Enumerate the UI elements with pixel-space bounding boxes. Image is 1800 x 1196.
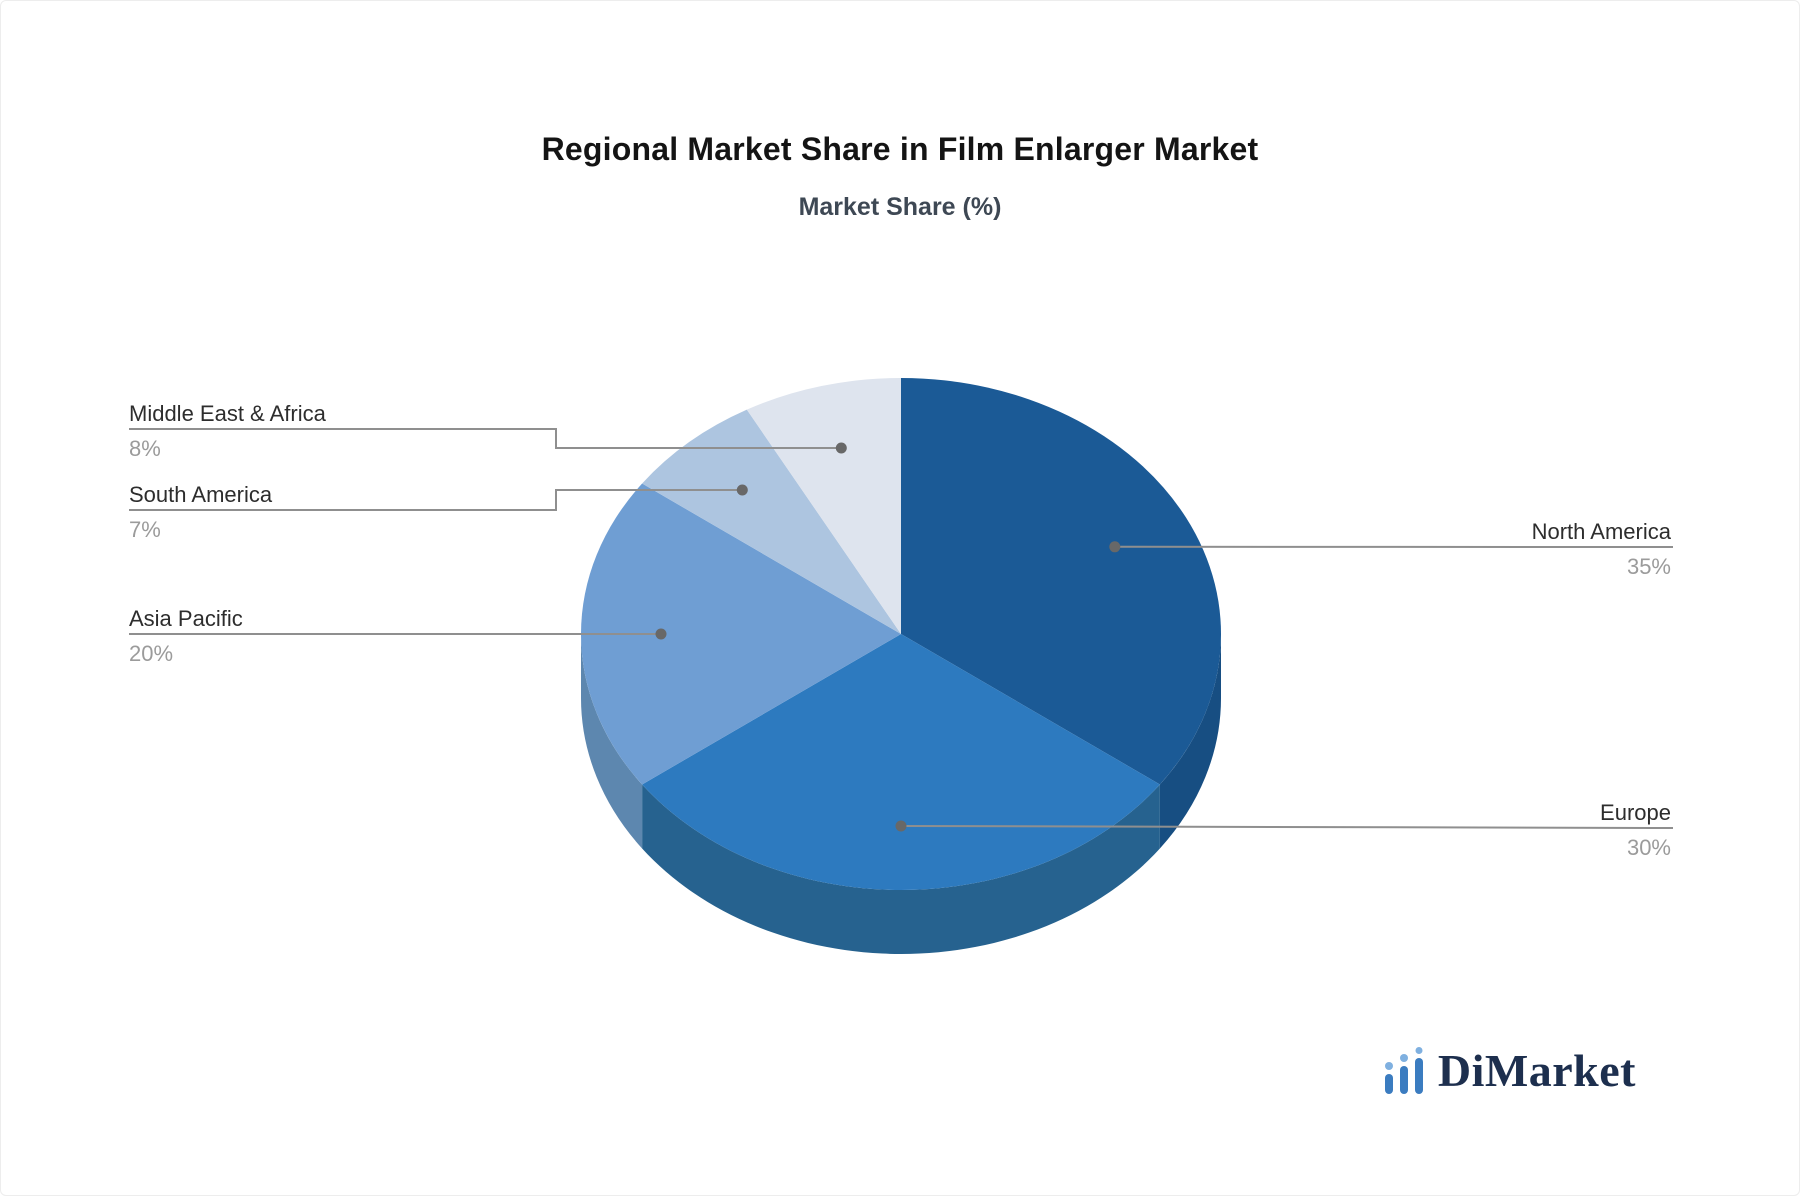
pie-label-percent: 30% xyxy=(1626,835,1671,860)
pie-slice-north-america xyxy=(901,378,1221,785)
pie-side-north-america xyxy=(1159,634,1221,849)
pie-label-name: Europe xyxy=(1600,800,1671,825)
leader-dot-europe xyxy=(895,820,907,832)
pie-side-asia-pacific xyxy=(581,634,643,849)
pie-label-middle-east-africa: Middle East & Africa 8% xyxy=(129,399,326,462)
chart-subtitle: Market Share (%) xyxy=(798,193,1002,221)
pie-side-europe xyxy=(642,784,1160,954)
logo-text: DiMarket xyxy=(1437,1045,1636,1096)
bar-chart-logo-icon xyxy=(1384,1046,1423,1094)
leader-dot-north-america xyxy=(1109,541,1121,553)
pie-label-asia-pacific: Asia Pacific 20% xyxy=(129,604,243,667)
chart-title: Regional Market Share in Film Enlarger M… xyxy=(541,131,1259,167)
pie-label-percent: 20% xyxy=(129,641,174,666)
pie-label-percent: 7% xyxy=(129,517,161,542)
leader-line-middle-east-africa xyxy=(129,428,842,449)
pie-label-name: South America xyxy=(129,482,273,507)
pie-label-north-america: North America 35% xyxy=(1532,517,1671,580)
leader-dot-asia-pacific xyxy=(655,628,667,640)
leader-dot-south-america xyxy=(736,484,748,496)
pie-label-south-america: South America 7% xyxy=(129,480,272,543)
pie-slice-asia-pacific xyxy=(581,483,901,785)
pie-label-name: Middle East & Africa xyxy=(129,401,326,426)
leader-dot-middle-east-africa xyxy=(835,442,847,454)
leader-line-south-america xyxy=(129,489,743,511)
pie-slice-middle-east-africa xyxy=(746,378,901,634)
pie-label-percent: 35% xyxy=(1626,554,1671,579)
pie-label-name: Asia Pacific xyxy=(129,606,243,631)
pie-label-percent: 8% xyxy=(129,436,161,461)
pie-label-name: North America xyxy=(1531,519,1671,544)
pie-slice-south-america xyxy=(642,409,901,634)
dimarket-logo: DiMarket xyxy=(1384,1044,1636,1097)
leader-line-europe xyxy=(900,825,1674,829)
pie-label-europe: Europe 30% xyxy=(1600,798,1671,861)
